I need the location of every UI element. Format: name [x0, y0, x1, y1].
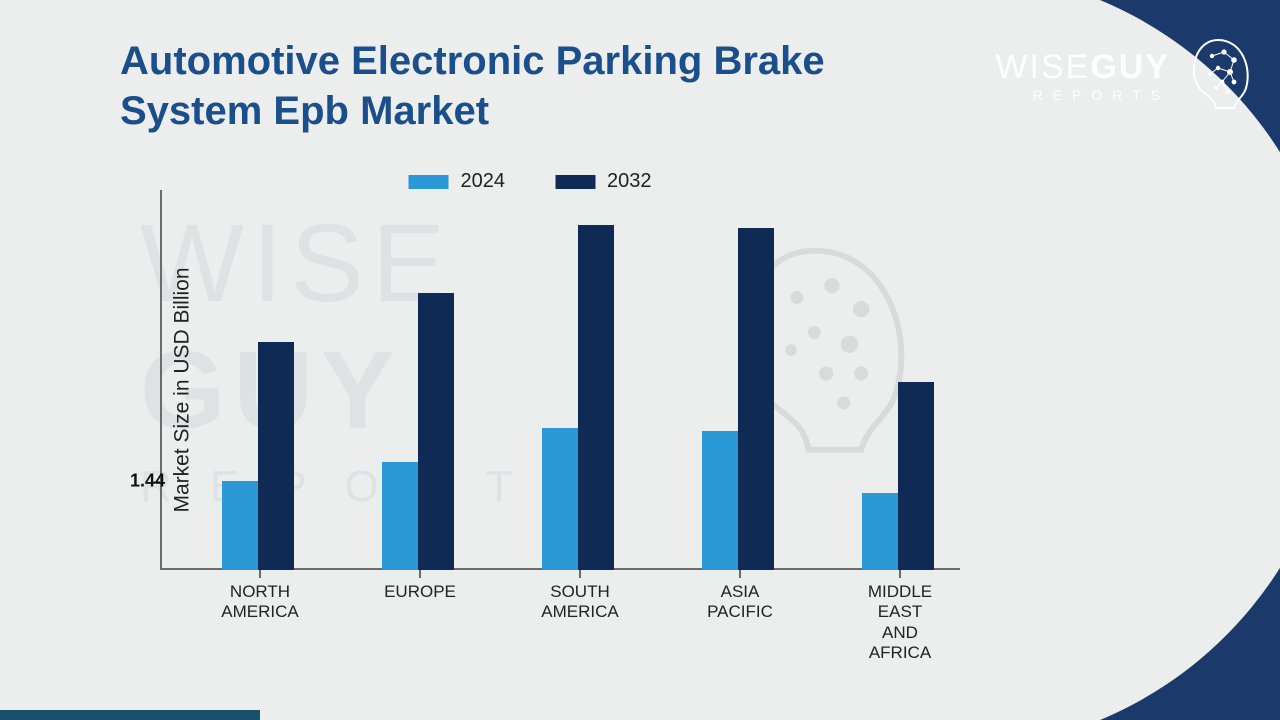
bar-2024 — [222, 481, 258, 570]
legend-swatch-2032 — [555, 175, 595, 189]
brand-logo: WISEGUY REPORTS — [995, 36, 1254, 116]
bar-2032 — [418, 293, 454, 571]
brand-name-a: WISE — [995, 48, 1090, 86]
chart-legend: 2024 2032 — [409, 170, 652, 193]
bar-2032 — [258, 342, 294, 570]
category-tick — [579, 570, 581, 578]
category-label: NORTHAMERICA — [190, 582, 330, 623]
legend-item-2024: 2024 — [409, 170, 506, 193]
bar-2032 — [738, 228, 774, 570]
category-tick — [259, 570, 261, 578]
legend-label-2024: 2024 — [461, 170, 506, 193]
category-label: ASIAPACIFIC — [670, 582, 810, 623]
page-root: WISEGUY REPORTS — [0, 0, 1280, 720]
bottom-accent-bar — [0, 710, 260, 720]
brand-subline: REPORTS — [995, 88, 1170, 102]
chart-title: Automotive Electronic Parking Brake Syst… — [120, 36, 840, 136]
legend-item-2032: 2032 — [555, 170, 652, 193]
legend-swatch-2024 — [409, 175, 449, 189]
brand-head-icon — [1182, 36, 1254, 116]
bar-2024 — [862, 493, 898, 570]
bar-2024 — [542, 428, 578, 570]
bar-2032 — [898, 382, 934, 570]
category-tick — [899, 570, 901, 578]
bar-2024 — [382, 462, 418, 570]
brand-logo-text: WISEGUY REPORTS — [995, 50, 1170, 102]
category-tick — [419, 570, 421, 578]
category-tick — [739, 570, 741, 578]
category-label: EUROPE — [350, 582, 490, 602]
category-label: SOUTHAMERICA — [510, 582, 650, 623]
brand-name-b: GUY — [1090, 48, 1170, 86]
y-axis-line — [160, 190, 162, 570]
y-tick-label: 1.44 — [130, 471, 165, 492]
bar-2032 — [578, 225, 614, 570]
bar-2024 — [702, 431, 738, 570]
chart-area: 2024 2032 Market Size in USD Billion NOR… — [100, 170, 960, 610]
category-label: MIDDLEEASTANDAFRICA — [830, 582, 970, 664]
legend-label-2032: 2032 — [607, 170, 652, 193]
plot-region: NORTHAMERICAEUROPESOUTHAMERICAASIAPACIFI… — [160, 200, 960, 570]
